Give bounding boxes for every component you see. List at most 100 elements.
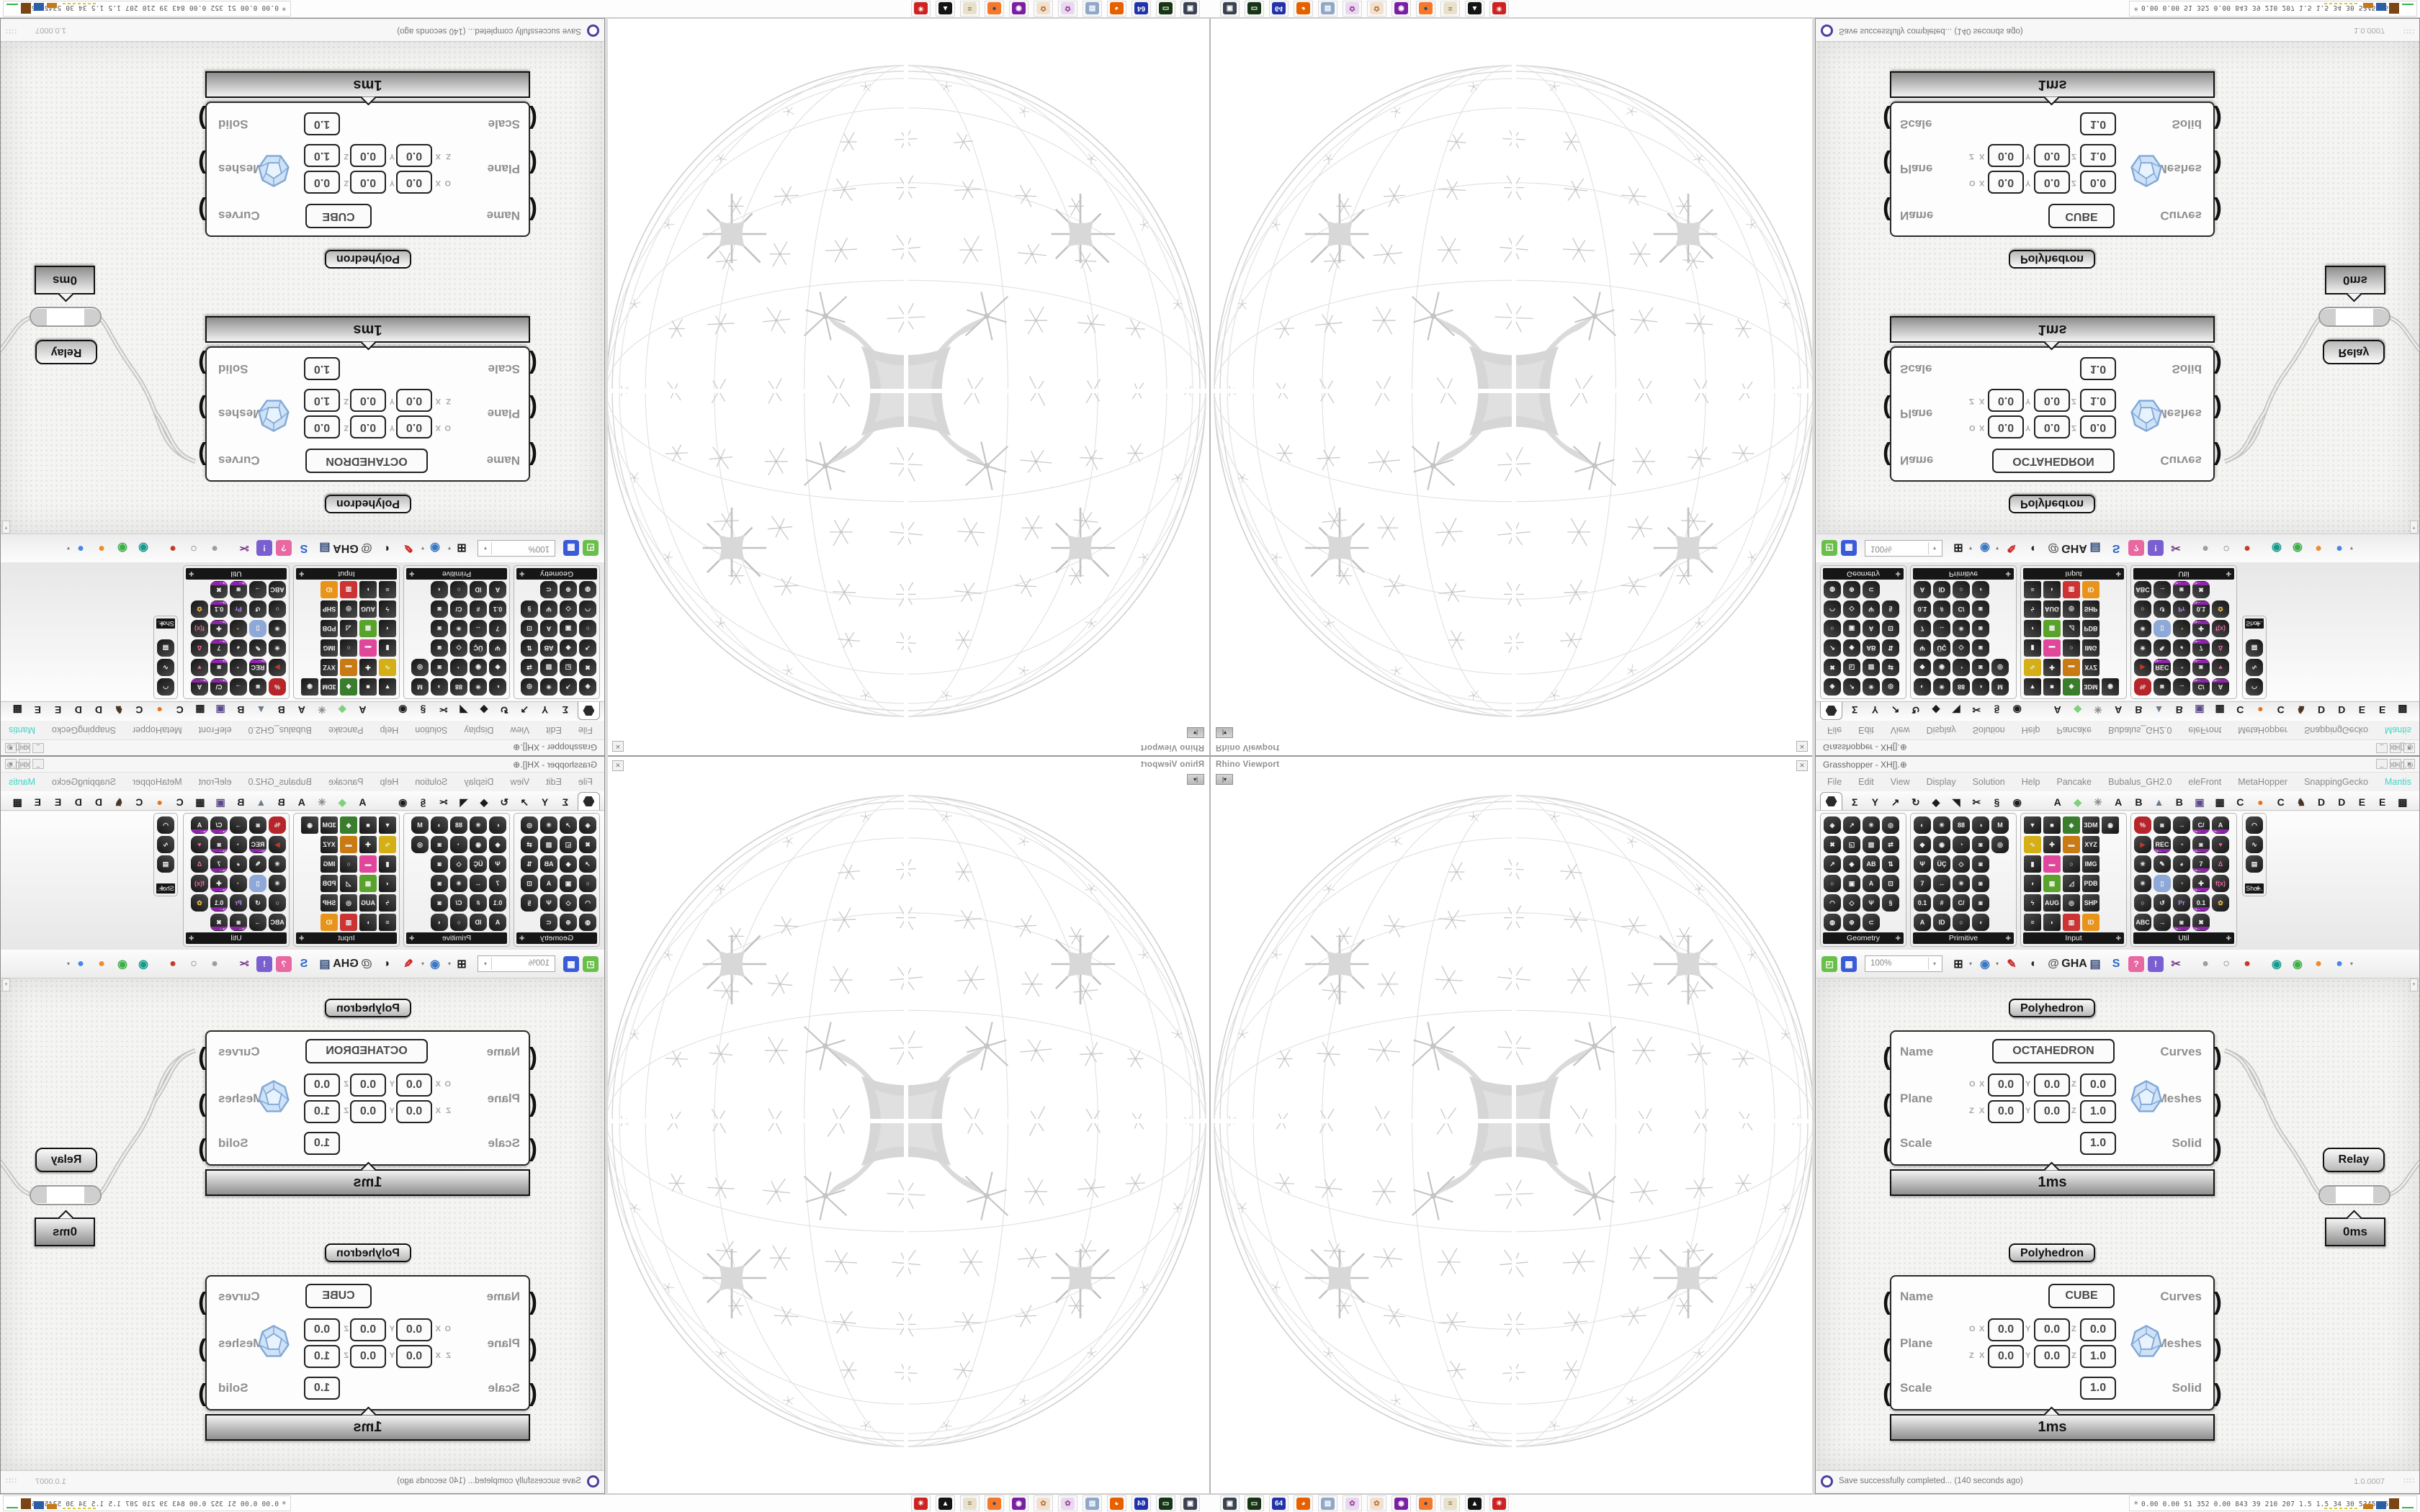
component-icon[interactable]: ◈: [1824, 816, 1841, 834]
component-icon[interactable]: ▬: [340, 836, 357, 853]
tab-icon[interactable]: B: [277, 796, 285, 808]
gh-canvas[interactable]: Polyhedron Name(Plane(Scale(Curves) Meshes…: [1, 40, 604, 534]
resize-grip[interactable]: ∷∷: [2403, 1477, 2415, 1485]
plane-value-box[interactable]: 0.0: [396, 1318, 432, 1341]
component-icon[interactable]: AUG: [359, 600, 377, 618]
component-icon[interactable]: ◙ ≡x....: [2192, 836, 2210, 853]
component-icon[interactable]: #: [470, 600, 487, 618]
name-value-box[interactable]: CUBE: [305, 204, 372, 228]
tab-icon[interactable]: ♞: [114, 796, 124, 808]
component-icon[interactable]: ○: [450, 581, 467, 598]
component-icon[interactable]: A: [489, 581, 506, 598]
menu-item-view[interactable]: View: [510, 725, 530, 735]
component-icon[interactable]: IMG: [2082, 855, 2099, 873]
component-icon[interactable]: ✖: [579, 659, 596, 676]
tab-icon[interactable]: D: [2338, 704, 2346, 716]
goggles-wire-icon[interactable]: ∿: [157, 836, 174, 853]
floppy-64-icon[interactable]: 64: [1131, 1495, 1151, 1511]
component-icon[interactable]: ◉: [470, 836, 487, 853]
sketch-icon[interactable]: ✎: [403, 958, 413, 971]
rhino-viewport-window[interactable]: Rhino Viewport ✕ |▾: [608, 756, 1210, 1494]
gh-titlebar[interactable]: Grasshopper - XH[].⊕ _ □ ✕: [1816, 757, 2419, 773]
component-nickname[interactable]: Polyhedron: [325, 999, 411, 1017]
component-icon[interactable]: ✳: [269, 855, 286, 873]
component-icon[interactable]: M: [1991, 678, 2009, 696]
rhino-viewport-window[interactable]: Rhino Viewport ✕ |▾: [608, 18, 1210, 756]
component-icon[interactable]: ◇: [560, 600, 577, 618]
plane-value-box[interactable]: 0.0: [396, 1074, 432, 1097]
tab-icon[interactable]: ↗: [520, 796, 529, 808]
menu-item-snappinggecko[interactable]: SnappingGecko: [2304, 777, 2369, 787]
menu-item-pancake[interactable]: Pancake: [328, 777, 364, 787]
component-icon[interactable]: ◉: [470, 659, 487, 676]
component-nickname[interactable]: Polyhedron: [2009, 999, 2095, 1017]
plane-value-box[interactable]: 0.0: [350, 144, 386, 167]
paint-palette-icon[interactable]: ✿: [1058, 1, 1077, 17]
blender-icon[interactable]: ●: [985, 1, 1004, 17]
component-icon[interactable]: ▶: [2134, 836, 2151, 853]
tab-icon[interactable]: §: [420, 704, 426, 716]
component-icon[interactable]: Pr: [230, 894, 247, 912]
tab-icon[interactable]: ▣: [2195, 704, 2205, 716]
pin-teal-icon[interactable]: ◉: [138, 958, 148, 971]
menu-item-view[interactable]: View: [1890, 725, 1910, 735]
component-icon[interactable]: ⊡: [1882, 620, 1899, 637]
component-icon[interactable]: Ψ: [540, 600, 557, 618]
gh-titlebar[interactable]: Grasshopper - XH[].⊕ _ □ ✕: [1816, 739, 2419, 755]
component-icon[interactable]: ◙: [431, 894, 448, 912]
plane-value-box[interactable]: 0.0: [2080, 1318, 2116, 1341]
polyhedron-component[interactable]: Name(Plane(Scale(Curves) Meshes) Solid) OCT…: [198, 346, 537, 482]
gha-icon[interactable]: GHA: [2061, 542, 2087, 555]
component-icon[interactable]: ↗: [579, 639, 596, 657]
relay-pill[interactable]: [2318, 307, 2390, 327]
component-icon[interactable]: ⇄: [521, 659, 538, 676]
tab-icon[interactable]: Y: [1871, 704, 1879, 716]
tab-icon[interactable]: ◆: [480, 796, 488, 808]
component-icon[interactable]: ID: [321, 914, 338, 931]
component-icon[interactable]: ◕: [230, 855, 247, 873]
menu-item-display[interactable]: Display: [464, 777, 494, 787]
component-icon[interactable]: IMG: [321, 855, 338, 873]
component-icon[interactable]: ◙ ≡x....: [230, 581, 247, 598]
component-icon[interactable]: SHP: [2082, 894, 2099, 912]
scroll-icon[interactable]: ≡: [960, 1495, 980, 1511]
component-icon[interactable]: →: [2173, 816, 2190, 834]
component-icon[interactable]: ■: [2043, 816, 2061, 834]
blender-icon[interactable]: ●: [1416, 1495, 1435, 1511]
component-icon[interactable]: ○: [340, 639, 357, 657]
component-icon[interactable]: ✳: [2134, 875, 2151, 892]
component-icon[interactable]: ↺: [249, 600, 266, 618]
menu-item-help[interactable]: Help: [380, 777, 399, 787]
tab-icon[interactable]: ◆: [338, 796, 346, 808]
tab-icon[interactable]: ▣: [215, 796, 225, 808]
component-icon[interactable]: ◖: [1972, 581, 1989, 598]
component-icon[interactable]: 88: [1953, 678, 1970, 696]
component-icon[interactable]: Δ: [191, 855, 208, 873]
plane-value-box[interactable]: 0.0: [2034, 1100, 2070, 1123]
component-icon[interactable]: ▦: [2043, 620, 2061, 637]
tab-icon[interactable]: E: [2358, 704, 2366, 716]
component-icon[interactable]: ◙ ≡x....: [210, 659, 228, 676]
preview-eye-icon[interactable]: ◉: [430, 541, 440, 554]
component-icon[interactable]: ◆: [1914, 659, 1931, 676]
preview-eye-icon[interactable]: ◉: [430, 958, 440, 971]
scissors-icon[interactable]: ✂: [2171, 541, 2181, 554]
presentation-icon[interactable]: ▤: [157, 639, 174, 657]
component-icon[interactable]: C/≡x....: [2192, 678, 2210, 696]
floppy-64-icon[interactable]: 64: [1269, 1, 1289, 17]
resize-grip[interactable]: ∷∷: [2403, 27, 2415, 35]
component-icon[interactable]: M: [411, 816, 429, 834]
help-box-icon[interactable]: ?: [275, 955, 292, 972]
name-value-box[interactable]: OCTAHEDRON: [1992, 1039, 2115, 1063]
component-icon[interactable]: ✖ ≡x....: [2192, 581, 2210, 598]
component-icon[interactable]: ABC: [2134, 914, 2151, 931]
component-icon[interactable]: REC ≡x....: [249, 836, 266, 853]
component-icon[interactable]: ÜÇ: [1933, 639, 1950, 657]
red-gear-icon[interactable]: ✳: [911, 1, 931, 17]
component-icon[interactable]: C/≡x....: [210, 816, 228, 834]
component-icon[interactable]: Ψ: [1914, 639, 1931, 657]
ball-red-icon[interactable]: ●: [2244, 957, 2251, 970]
tab-icon[interactable]: A: [297, 704, 305, 716]
resize-grip[interactable]: ∷∷: [5, 27, 17, 35]
component-icon[interactable]: ◖: [1972, 914, 1989, 931]
